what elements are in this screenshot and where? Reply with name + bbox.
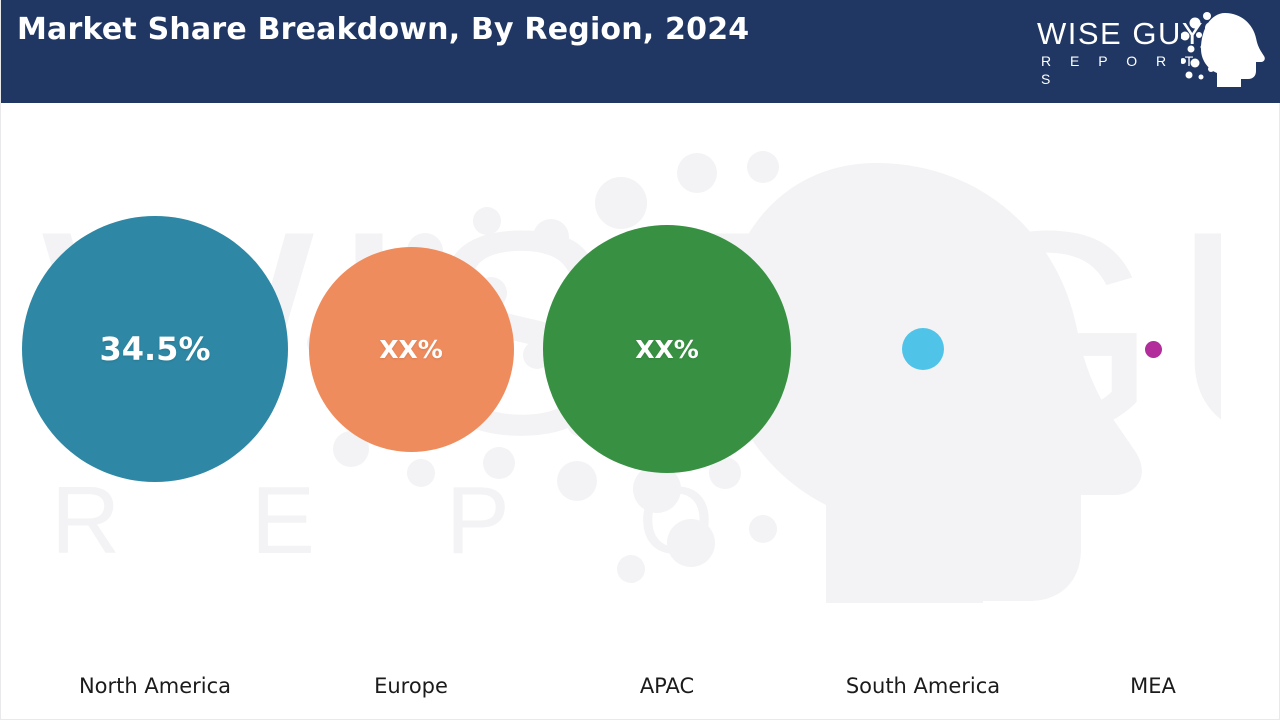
bubble-value-label: 34.5% [99, 330, 211, 368]
logo-line-1: WISE GUY [1037, 16, 1205, 51]
bubble-europe[interactable]: XX% [308, 246, 514, 452]
category-label-south-america: South America [845, 674, 1001, 698]
category-label-europe: Europe [374, 674, 448, 698]
bubble-south-america[interactable] [902, 328, 944, 370]
bubble-apac[interactable]: XX% [543, 225, 791, 473]
bubble-value-label: XX% [635, 334, 699, 364]
bubble-value-label: XX% [379, 334, 443, 364]
category-label-north-america: North America [78, 674, 232, 698]
bubble-mea[interactable] [1144, 340, 1162, 358]
header-bar: Market Share Breakdown, By Region, 2024 … [1, 0, 1280, 103]
category-label-mea: MEA [1130, 674, 1176, 698]
page-title: Market Share Breakdown, By Region, 2024 [17, 12, 750, 47]
category-label-apac: APAC [639, 674, 695, 698]
logo-line-2: R E P O R T S [1041, 53, 1201, 87]
dotted-head-profile-icon [1181, 12, 1265, 87]
logo-wordmark: WISE GUY R E P O R T S [1037, 17, 1213, 88]
bubble-north-america[interactable]: 34.5% [22, 216, 288, 482]
bubble-plot-area: 34.5% XX% XX% [1, 103, 1280, 656]
category-axis-labels: North America Europe APAC South America … [1, 656, 1280, 720]
brand-logo: WISE GUY R E P O R T S [1035, 9, 1265, 91]
